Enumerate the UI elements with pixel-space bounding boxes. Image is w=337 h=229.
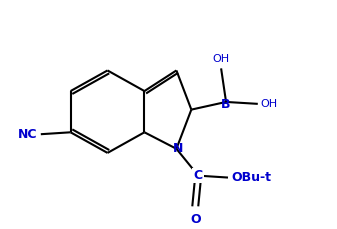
- Text: N: N: [173, 142, 184, 155]
- Text: C: C: [194, 169, 203, 182]
- Text: NC: NC: [18, 128, 38, 141]
- Text: B: B: [221, 98, 231, 111]
- Text: OBu-t: OBu-t: [231, 171, 271, 184]
- Text: OH: OH: [213, 54, 229, 64]
- Text: OH: OH: [261, 99, 278, 109]
- Text: O: O: [190, 213, 201, 226]
